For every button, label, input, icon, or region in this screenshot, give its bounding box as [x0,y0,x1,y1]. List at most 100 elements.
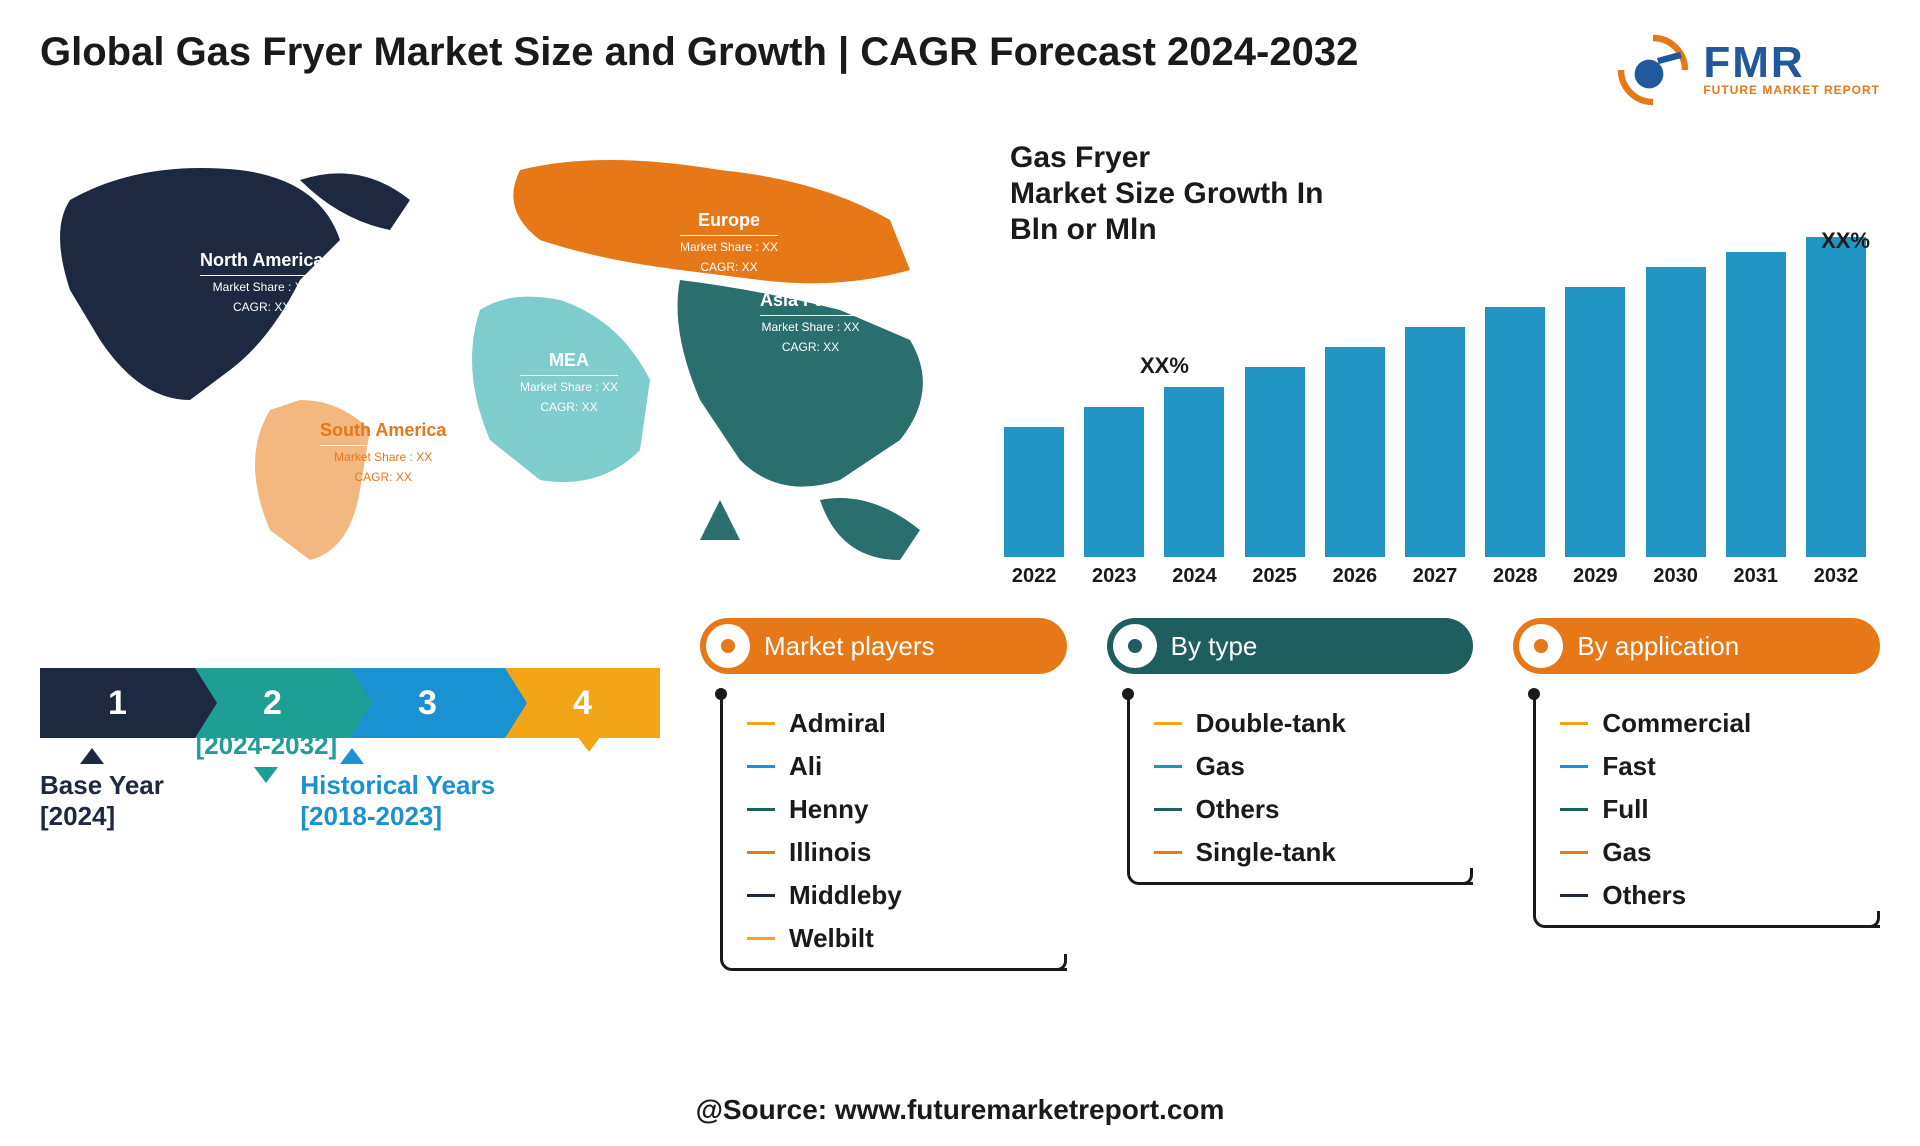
bar-label-2029: 2029 [1573,565,1618,588]
bar-col-2023: 2023 [1080,407,1148,588]
timeline-bar: 1 2 3 4 [40,668,660,738]
bar-col-2024: 2024 [1160,387,1228,588]
category-by-application: By application CommercialFastFullGasOther… [1513,618,1880,971]
bar-label-2022: 2022 [1012,565,1057,588]
bar-col-2027: 2027 [1401,327,1469,588]
bar-2031 [1726,252,1786,557]
item-welbilt: Welbilt [747,917,1067,960]
source-footer: @Source: www.futuremarketreport.com [0,1094,1920,1126]
timeline: Forecast Years[2024-2032]CAGRXX%% 1 2 3 … [40,618,660,858]
items-bracket: Double-tankGasOthersSingle-tank [1127,694,1474,885]
bar-label-2028: 2028 [1493,565,1538,588]
region-label-asia-pacific: Asia PacificMarket Share : XXCAGR: XX [760,290,861,355]
item-commercial: Commercial [1560,702,1880,745]
bar-label-2025: 2025 [1252,565,1297,588]
fmr-logo: FMR FUTURE MARKET REPORT [1613,30,1880,110]
pill-dot-icon [1113,624,1157,668]
items-bracket: AdmiralAliHennyIllinoisMiddlebyWelbilt [720,694,1067,971]
bar-2026 [1325,347,1385,557]
tick-icon [1560,765,1588,768]
tick-icon [747,808,775,811]
bar-label-2024: 2024 [1172,565,1217,588]
region-label-north-america: North AmericaMarket Share : XXCAGR: XX [200,250,323,315]
item-full: Full [1560,788,1880,831]
tl-seg-2: 2 [195,668,350,738]
item-ali: Ali [747,745,1067,788]
logo-main-text: FMR [1703,43,1880,83]
tick-icon [1154,808,1182,811]
tick-icon [747,765,775,768]
bar-2023 [1084,407,1144,557]
tick-icon [1560,722,1588,725]
category-by-type: By type Double-tankGasOthersSingle-tank [1107,618,1474,971]
bar-2022 [1004,427,1064,557]
item-double-tank: Double-tank [1154,702,1474,745]
bar-label-2026: 2026 [1333,565,1378,588]
item-illinois: Illinois [747,831,1067,874]
pill-by-application: By application [1513,618,1880,674]
tick-icon [1560,851,1588,854]
bottom-row: Forecast Years[2024-2032]CAGRXX%% 1 2 3 … [40,618,1880,971]
pill-dot-icon [706,624,750,668]
tick-icon [1154,851,1182,854]
logo-sub-text: FUTURE MARKET REPORT [1703,83,1880,97]
item-gas: Gas [1560,831,1880,874]
header: Global Gas Fryer Market Size and Growth … [40,30,1880,110]
bar-label-2032: 2032 [1814,565,1859,588]
bar-col-2025: 2025 [1241,367,1309,588]
tick-icon [1154,765,1182,768]
tl-seg-3: 3 [350,668,505,738]
bar-2025 [1245,367,1305,557]
bar-label-2023: 2023 [1092,565,1137,588]
item-gas: Gas [1154,745,1474,788]
tl-seg-4: 4 [505,668,660,738]
bars-container: XX% XX% 20222023202420252026202720282029… [990,258,1880,588]
bar-label-2031: 2031 [1734,565,1779,588]
items-bracket: CommercialFastFullGasOthers [1533,694,1880,928]
tick-icon [747,894,775,897]
tl-seg-1: 1 [40,668,195,738]
top-row: North AmericaMarket Share : XXCAGR: XX So… [40,140,1880,588]
bar-col-2030: 2030 [1642,267,1710,588]
item-middleby: Middleby [747,874,1067,917]
bar-2027 [1405,327,1465,557]
anno-2024: XX% [1140,353,1189,379]
bar-2032 [1806,237,1866,557]
telescope-icon [1613,30,1693,110]
categories-row: Market players AdmiralAliHennyIllinoisMid… [700,618,1880,971]
bar-2030 [1646,267,1706,557]
tl-bottom-base-year: Base Year[2024] [40,748,164,832]
tick-icon [1560,894,1588,897]
item-others: Others [1560,874,1880,917]
pill-by-type: By type [1107,618,1474,674]
bar-col-2029: 2029 [1561,287,1629,588]
bar-col-2032: 2032 [1802,237,1870,588]
world-map: North AmericaMarket Share : XXCAGR: XX So… [40,140,960,570]
bar-label-2030: 2030 [1653,565,1698,588]
tick-icon [1154,722,1182,725]
anno-2032: XX% [1821,228,1870,254]
category-market-players: Market players AdmiralAliHennyIllinoisMid… [700,618,1067,971]
bar-2024 [1164,387,1224,557]
chart-title: Gas Fryer Market Size Growth In Bln or M… [1010,140,1880,248]
tick-icon [747,851,775,854]
bar-2029 [1565,287,1625,557]
bar-col-2022: 2022 [1000,427,1068,588]
item-admiral: Admiral [747,702,1067,745]
bar-label-2027: 2027 [1413,565,1458,588]
bar-col-2031: 2031 [1722,252,1790,588]
tl-bottom-historical-years: Historical Years[2018-2023] [300,748,495,832]
pill-market-players: Market players [700,618,1067,674]
region-label-south-america: South AmericaMarket Share : XXCAGR: XX [320,420,446,485]
region-label-europe: EuropeMarket Share : XXCAGR: XX [680,210,778,275]
item-others: Others [1154,788,1474,831]
growth-chart: Gas Fryer Market Size Growth In Bln or M… [990,140,1880,588]
item-henny: Henny [747,788,1067,831]
region-label-mea: MEAMarket Share : XXCAGR: XX [520,350,618,415]
item-single-tank: Single-tank [1154,831,1474,874]
bar-col-2026: 2026 [1321,347,1389,588]
bar-col-2028: 2028 [1481,307,1549,588]
tick-icon [1560,808,1588,811]
pill-dot-icon [1519,624,1563,668]
item-fast: Fast [1560,745,1880,788]
